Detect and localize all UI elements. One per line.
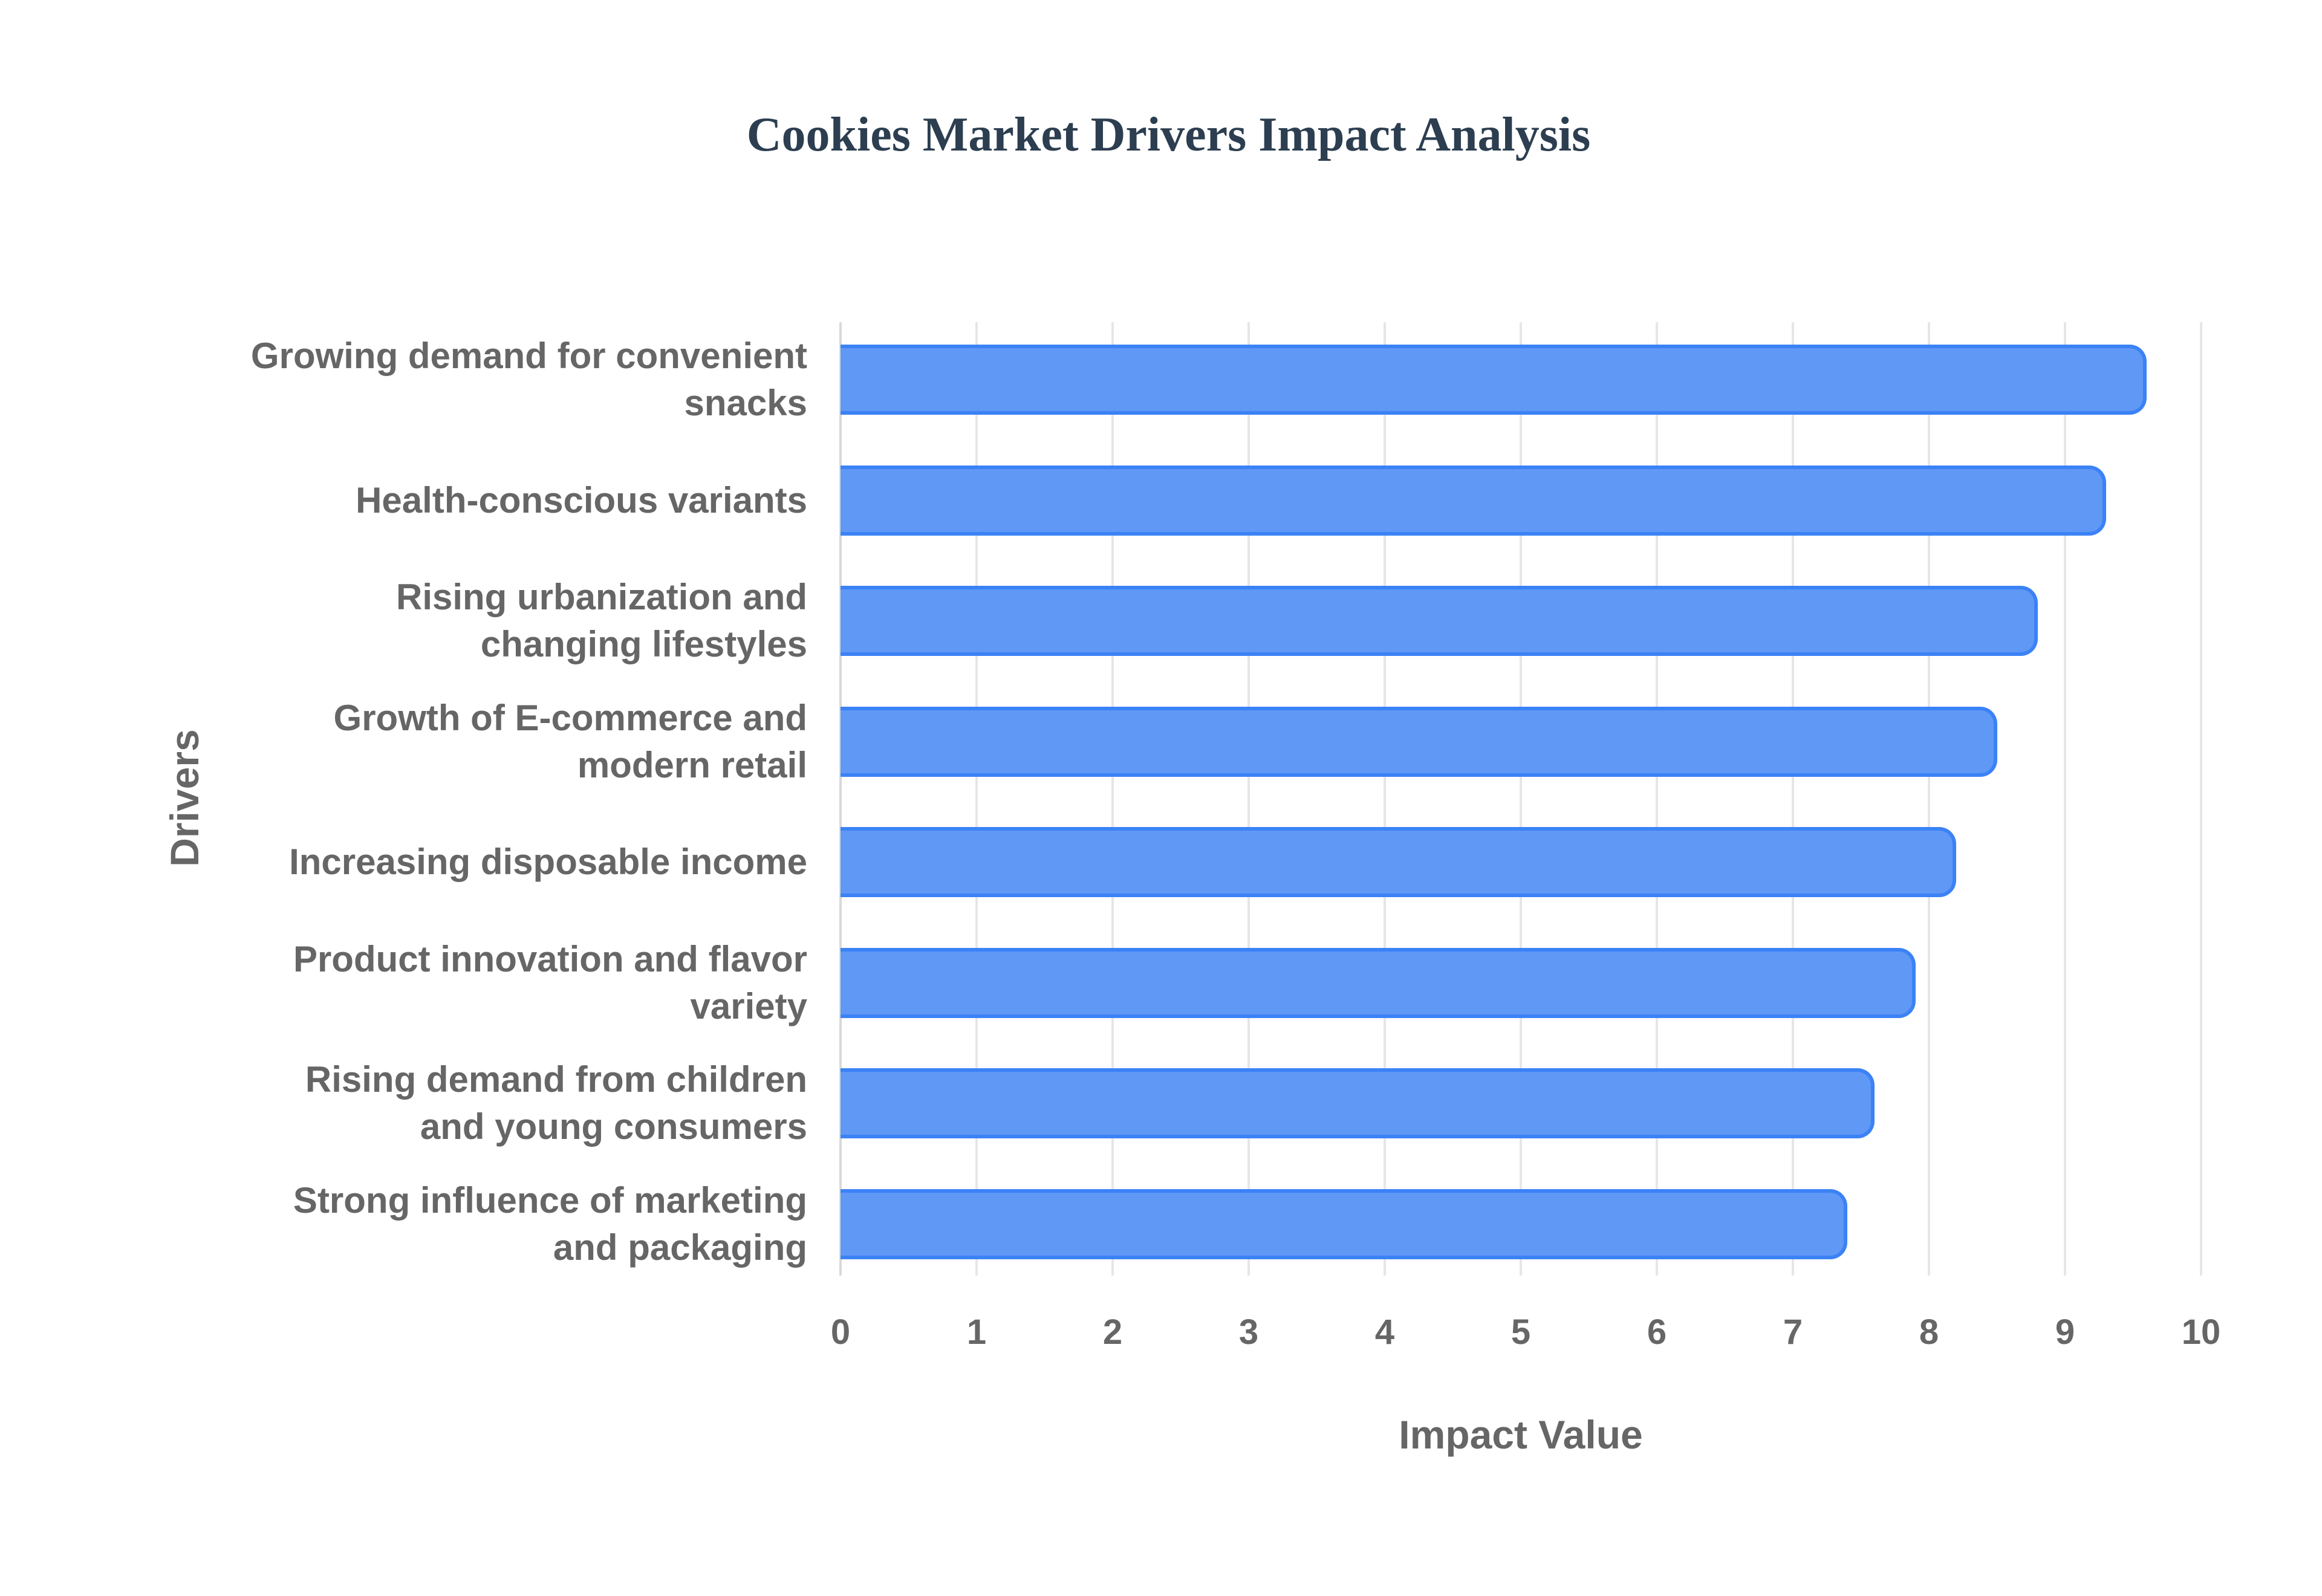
bar[interactable] (841, 345, 2147, 415)
x-tick-label: 10 (2181, 1312, 2221, 1352)
bar[interactable] (841, 1189, 1847, 1259)
gridline (975, 322, 978, 1276)
bar[interactable] (841, 947, 1916, 1018)
x-tick-label: 3 (1238, 1312, 1259, 1352)
x-axis-label: Impact Value (1399, 1412, 1643, 1457)
gridline (2064, 322, 2066, 1276)
category-label: Product innovation and flavor variety (293, 938, 807, 1027)
x-tick-label: 1 (966, 1312, 987, 1352)
plot-area (839, 322, 2202, 1276)
gridline (1247, 322, 1250, 1276)
x-tick-label: 9 (2055, 1312, 2075, 1352)
x-tick-label: 6 (1647, 1312, 1667, 1352)
bar[interactable] (841, 1068, 1875, 1138)
bar[interactable] (841, 827, 1956, 897)
gridline (1656, 322, 1658, 1276)
category-label: Growing demand for convenient snacks (250, 336, 807, 423)
x-tick-label: 8 (1919, 1312, 1939, 1352)
bar[interactable] (841, 706, 1997, 777)
x-tick-label: 2 (1102, 1312, 1123, 1352)
category-label: Growth of E-commerce and modern retail (333, 697, 807, 785)
x-tick-label: 4 (1374, 1312, 1395, 1352)
bar[interactable] (841, 586, 2038, 656)
gridline (1384, 322, 1386, 1276)
gridline (2200, 322, 2202, 1276)
category-label: Strong influence of marketing and packagi… (293, 1179, 807, 1268)
x-tick-label: 0 (830, 1312, 851, 1352)
bar[interactable] (841, 465, 2106, 536)
gridline (839, 322, 842, 1276)
category-label: Increasing disposable income (289, 842, 807, 882)
category-label: Health-conscious variants (356, 479, 807, 521)
category-label: Rising demand from children and young con… (305, 1059, 807, 1147)
x-tick-label: 5 (1511, 1312, 1531, 1352)
gridline (1928, 322, 1930, 1276)
gridline (1111, 322, 1114, 1276)
x-tick-label: 7 (1783, 1312, 1803, 1352)
chart-title: Cookies Market Drivers Impact Analysis (746, 108, 1591, 161)
category-label: Rising urbanization and changing lifestyl… (395, 577, 807, 664)
gridline (1520, 322, 1522, 1276)
gridline (1792, 322, 1794, 1276)
